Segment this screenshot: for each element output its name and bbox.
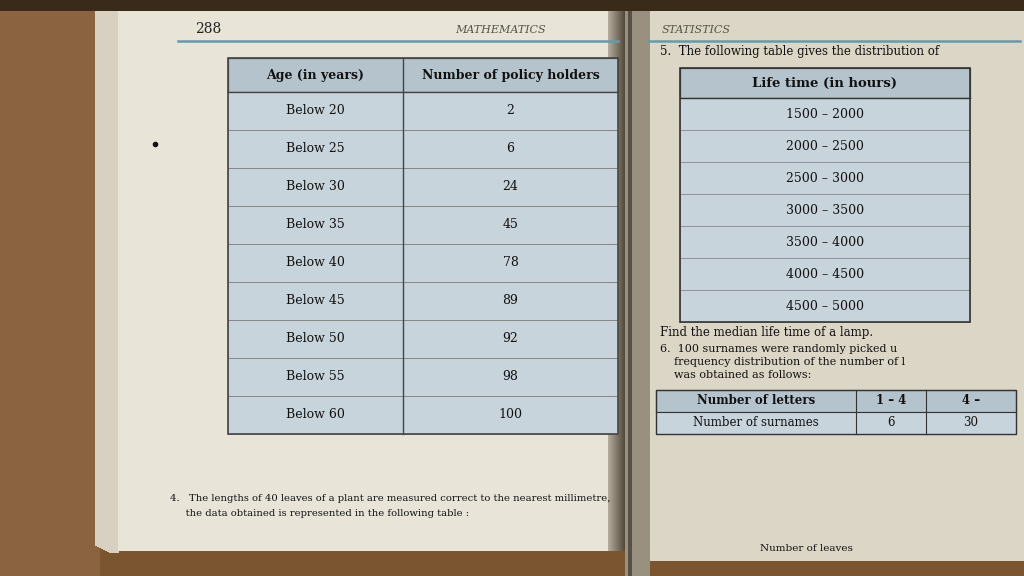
FancyBboxPatch shape	[613, 3, 615, 551]
FancyBboxPatch shape	[680, 98, 970, 130]
FancyBboxPatch shape	[628, 0, 632, 576]
Text: 89: 89	[503, 294, 518, 308]
Text: 2000 – 2500: 2000 – 2500	[786, 139, 864, 153]
FancyBboxPatch shape	[617, 3, 618, 551]
FancyBboxPatch shape	[0, 0, 1024, 11]
FancyBboxPatch shape	[680, 130, 970, 162]
Text: 4000 – 4500: 4000 – 4500	[786, 267, 864, 281]
Text: Number of letters: Number of letters	[697, 395, 815, 407]
Text: Below 30: Below 30	[286, 180, 345, 194]
FancyBboxPatch shape	[625, 3, 627, 551]
FancyBboxPatch shape	[228, 206, 618, 244]
Text: 3000 – 3500: 3000 – 3500	[786, 203, 864, 217]
Text: 45: 45	[503, 218, 518, 232]
Text: Below 50: Below 50	[286, 332, 345, 346]
Text: STATISTICS: STATISTICS	[662, 25, 731, 35]
Text: 4500 – 5000: 4500 – 5000	[786, 300, 864, 313]
Text: Number of leaves: Number of leaves	[760, 544, 853, 553]
Text: frequency distribution of the number of l: frequency distribution of the number of …	[660, 357, 905, 367]
FancyBboxPatch shape	[648, 6, 1024, 561]
Text: 30: 30	[964, 416, 979, 430]
Text: Below 60: Below 60	[286, 408, 345, 422]
Text: 5.  The following table gives the distribution of: 5. The following table gives the distrib…	[660, 45, 939, 58]
Text: Find the median life time of a lamp.: Find the median life time of a lamp.	[660, 326, 873, 339]
Text: 3500 – 4000: 3500 – 4000	[786, 236, 864, 248]
Text: 6: 6	[887, 416, 895, 430]
FancyBboxPatch shape	[610, 3, 612, 551]
FancyBboxPatch shape	[656, 390, 1016, 412]
Text: Below 35: Below 35	[286, 218, 345, 232]
FancyBboxPatch shape	[614, 3, 616, 551]
Text: Below 20: Below 20	[286, 104, 345, 118]
FancyBboxPatch shape	[680, 258, 970, 290]
Text: Below 25: Below 25	[286, 142, 345, 156]
FancyBboxPatch shape	[618, 3, 620, 551]
Text: Number of policy holders: Number of policy holders	[422, 69, 599, 81]
FancyBboxPatch shape	[616, 3, 618, 551]
FancyBboxPatch shape	[228, 130, 618, 168]
FancyBboxPatch shape	[99, 6, 109, 548]
FancyBboxPatch shape	[680, 290, 970, 322]
FancyBboxPatch shape	[101, 6, 111, 549]
Text: 4.   The lengths of 40 leaves of a plant are measured correct to the nearest mil: 4. The lengths of 40 leaves of a plant a…	[170, 494, 610, 503]
Text: 6: 6	[507, 142, 514, 156]
FancyBboxPatch shape	[103, 6, 113, 550]
Text: 98: 98	[503, 370, 518, 384]
FancyBboxPatch shape	[623, 3, 625, 551]
FancyBboxPatch shape	[609, 3, 611, 551]
FancyBboxPatch shape	[620, 3, 622, 551]
FancyBboxPatch shape	[611, 3, 613, 551]
FancyBboxPatch shape	[626, 3, 628, 551]
FancyBboxPatch shape	[680, 162, 970, 194]
FancyBboxPatch shape	[680, 68, 970, 98]
FancyBboxPatch shape	[615, 3, 617, 551]
FancyBboxPatch shape	[228, 282, 618, 320]
FancyBboxPatch shape	[228, 396, 618, 434]
FancyBboxPatch shape	[656, 412, 1016, 434]
FancyBboxPatch shape	[608, 3, 610, 551]
FancyBboxPatch shape	[618, 3, 621, 551]
FancyBboxPatch shape	[97, 6, 106, 547]
FancyBboxPatch shape	[228, 320, 618, 358]
Text: 92: 92	[503, 332, 518, 346]
Text: 78: 78	[503, 256, 518, 270]
FancyBboxPatch shape	[228, 92, 618, 130]
FancyBboxPatch shape	[228, 358, 618, 396]
FancyBboxPatch shape	[612, 3, 614, 551]
Text: Age (in years): Age (in years)	[266, 69, 365, 81]
Text: Life time (in hours): Life time (in hours)	[753, 77, 897, 89]
Text: 4 –: 4 –	[962, 395, 980, 407]
Text: 24: 24	[503, 180, 518, 194]
Text: 2: 2	[507, 104, 514, 118]
FancyBboxPatch shape	[625, 0, 650, 576]
Text: 2500 – 3000: 2500 – 3000	[786, 172, 864, 184]
Text: 6.  100 surnames were randomly picked u: 6. 100 surnames were randomly picked u	[660, 344, 897, 354]
Text: Below 45: Below 45	[286, 294, 345, 308]
FancyBboxPatch shape	[228, 58, 618, 92]
FancyBboxPatch shape	[105, 6, 115, 551]
Text: Below 40: Below 40	[286, 256, 345, 270]
FancyBboxPatch shape	[680, 194, 970, 226]
Text: was obtained as follows:: was obtained as follows:	[660, 370, 811, 380]
Text: the data obtained is represented in the following table :: the data obtained is represented in the …	[170, 509, 469, 518]
FancyBboxPatch shape	[627, 3, 629, 551]
FancyBboxPatch shape	[622, 3, 624, 551]
Text: MATHEMATICS: MATHEMATICS	[455, 25, 546, 35]
Text: 1 – 4: 1 – 4	[876, 395, 906, 407]
Text: Below 55: Below 55	[286, 370, 345, 384]
Text: 1500 – 2000: 1500 – 2000	[786, 108, 864, 120]
FancyBboxPatch shape	[624, 3, 626, 551]
FancyBboxPatch shape	[118, 3, 623, 551]
Text: Number of surnames: Number of surnames	[693, 416, 819, 430]
FancyBboxPatch shape	[106, 6, 117, 552]
FancyBboxPatch shape	[680, 226, 970, 258]
Text: 100: 100	[499, 408, 522, 422]
FancyBboxPatch shape	[228, 168, 618, 206]
FancyBboxPatch shape	[95, 6, 105, 546]
FancyBboxPatch shape	[228, 244, 618, 282]
FancyBboxPatch shape	[621, 3, 623, 551]
FancyBboxPatch shape	[109, 6, 119, 553]
FancyBboxPatch shape	[0, 0, 100, 576]
Text: 288: 288	[195, 22, 221, 36]
